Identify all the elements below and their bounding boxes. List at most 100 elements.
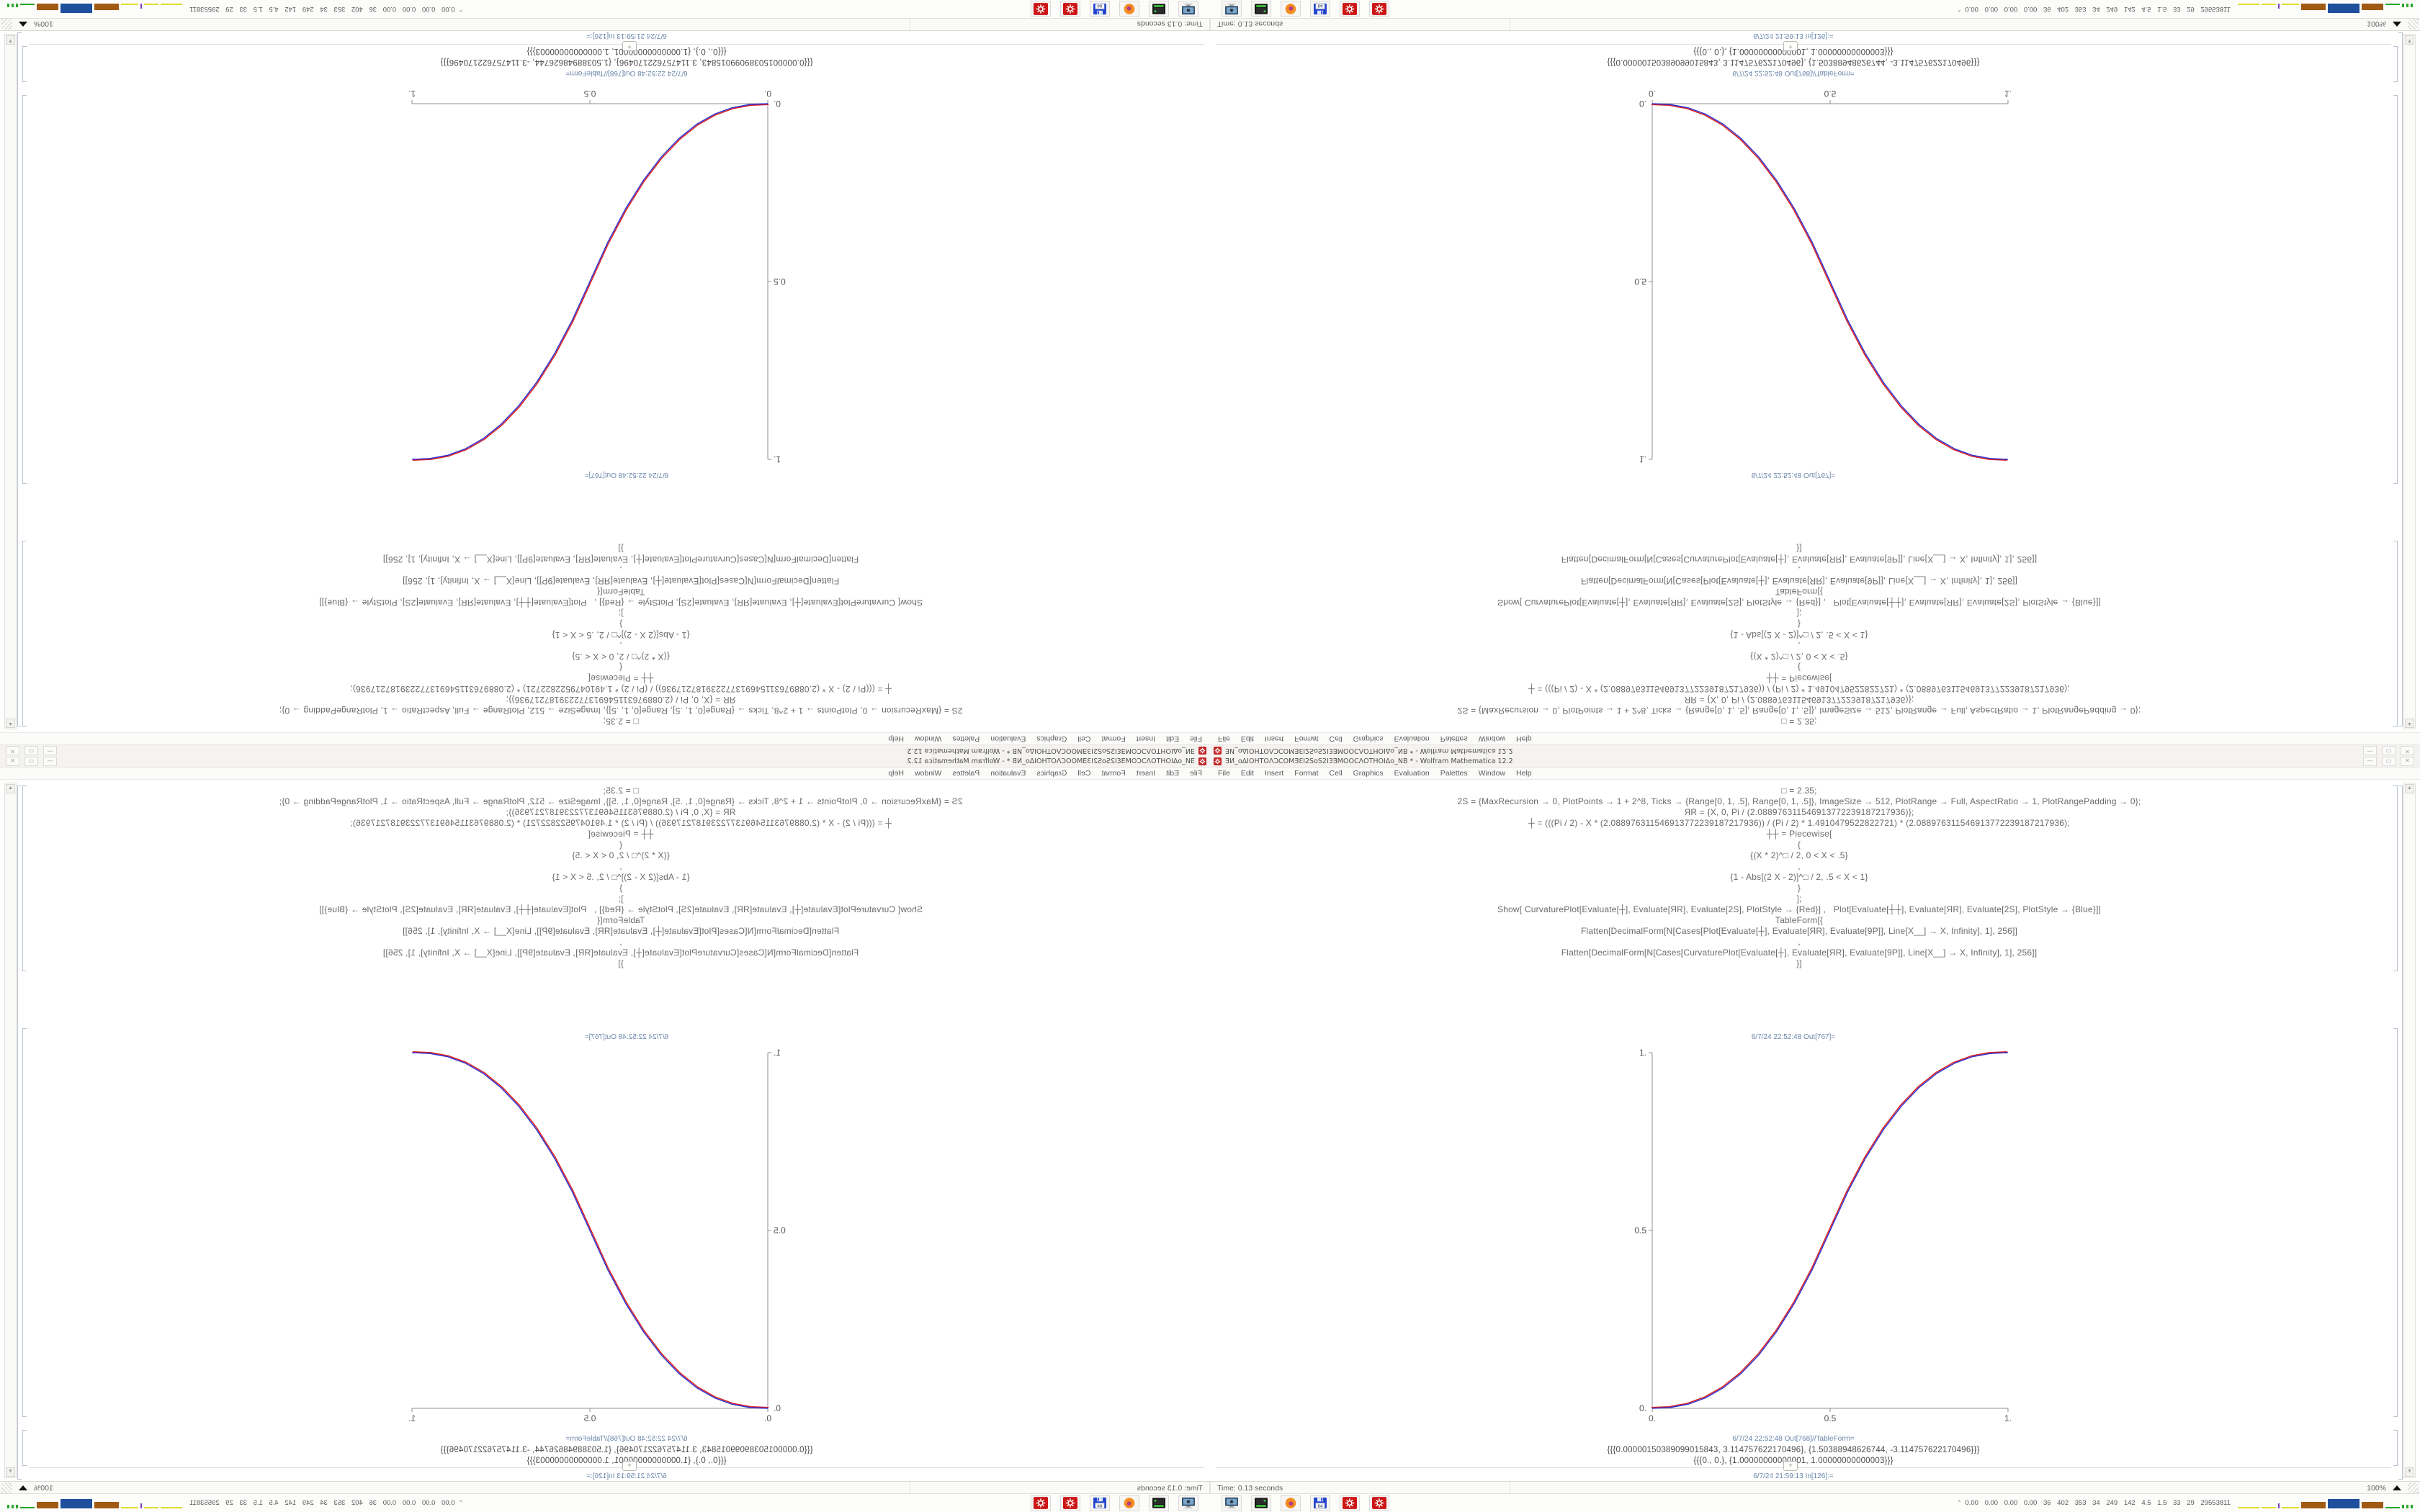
minimize-button[interactable]: — bbox=[2363, 757, 2377, 766]
screen-capture-icon[interactable] bbox=[1222, 1495, 1242, 1511]
close-button[interactable]: ✕ bbox=[2401, 757, 2414, 766]
resize-grip[interactable] bbox=[2408, 19, 2419, 30]
magnification-menu-icon[interactable] bbox=[19, 22, 27, 27]
menu-palettes[interactable]: Palettes bbox=[952, 769, 980, 778]
input-cell-bracket[interactable] bbox=[2393, 786, 2398, 971]
scroll-up-arrow-icon[interactable]: ▲ bbox=[6, 784, 15, 793]
plot-cell-bracket[interactable] bbox=[2393, 95, 2398, 484]
menu-cell[interactable]: Cell bbox=[1077, 769, 1091, 778]
vertical-scrollbar[interactable]: ▲ ▼ bbox=[4, 34, 17, 729]
floppy-64-icon[interactable]: 64 bbox=[1090, 1, 1110, 17]
input-cell-code[interactable]: □ = 2.35; 2S = {MaxRecursion → 0, PlotPoi… bbox=[32, 543, 1210, 726]
input-cell-code[interactable]: □ = 2.35; 2S = {MaxRecursion → 0, PlotPoi… bbox=[1210, 786, 2388, 969]
screen-capture-icon[interactable] bbox=[1178, 1495, 1198, 1511]
tray-collapse-icon[interactable]: ˆˆ bbox=[1958, 1499, 1960, 1507]
magnification-menu-icon[interactable] bbox=[2393, 22, 2401, 27]
input-cell-code[interactable]: □ = 2.35; 2S = {MaxRecursion → 0, PlotPoi… bbox=[1210, 543, 2388, 726]
firefox-icon[interactable] bbox=[1119, 1, 1139, 17]
mathematica-taskbar-icon-2[interactable] bbox=[1369, 1, 1389, 17]
menu-graphics[interactable]: Graphics bbox=[1036, 734, 1067, 743]
magnification-menu-icon[interactable] bbox=[19, 1485, 27, 1490]
table-cell-bracket[interactable] bbox=[2393, 1430, 2398, 1466]
insert-cell-plus-button[interactable]: + bbox=[622, 1461, 637, 1471]
screen-capture-icon[interactable] bbox=[1222, 1, 1242, 17]
input-cell-bracket[interactable] bbox=[22, 786, 27, 971]
minimize-button[interactable]: — bbox=[43, 757, 57, 766]
menu-insert[interactable]: Insert bbox=[1265, 769, 1284, 778]
floppy-64-icon[interactable]: 64 bbox=[1310, 1495, 1330, 1511]
mathematica-taskbar-icon-2[interactable] bbox=[1369, 1495, 1389, 1511]
table-cell-bracket[interactable] bbox=[2393, 46, 2398, 82]
menu-edit[interactable]: Edit bbox=[1240, 734, 1255, 743]
scroll-up-arrow-icon[interactable]: ▲ bbox=[2405, 784, 2414, 793]
window-title-bar[interactable]: ƎИ_ᴏΔIOHTOɅƆCOMƎƐI2SᴏS2I3ƎMOOCɅOTHOIΔᴏ_N… bbox=[1210, 744, 2420, 756]
menu-window[interactable]: Window bbox=[1478, 769, 1506, 778]
cell-insert-line[interactable] bbox=[29, 44, 1204, 45]
menu-evaluation[interactable]: Evaluation bbox=[1394, 734, 1430, 743]
cell-insert-line[interactable] bbox=[29, 1467, 1204, 1468]
menu-insert[interactable]: Insert bbox=[1265, 734, 1284, 743]
menu-insert[interactable]: Insert bbox=[1136, 769, 1155, 778]
close-button[interactable]: ✕ bbox=[6, 746, 19, 755]
notebook-area[interactable]: □ = 2.35; 2S = {MaxRecursion → 0, PlotPoi… bbox=[1210, 31, 2420, 732]
window-title-bar[interactable]: ƎИ_ᴏΔIOHTOɅƆCOMƎƐI2SᴏS2I3ƎMOOCɅOTHOIΔᴏ_N… bbox=[1210, 756, 2420, 768]
menu-format[interactable]: Format bbox=[1101, 769, 1126, 778]
maximize-button[interactable]: ▭ bbox=[24, 757, 38, 766]
firefox-icon[interactable] bbox=[1119, 1495, 1139, 1511]
menu-file[interactable]: File bbox=[1190, 769, 1202, 778]
mathematica-taskbar-icon[interactable] bbox=[1340, 1495, 1360, 1511]
firefox-icon[interactable] bbox=[1281, 1, 1301, 17]
disk-drive-icon[interactable] bbox=[1251, 1495, 1271, 1511]
menu-cell[interactable]: Cell bbox=[1329, 734, 1343, 743]
magnification-value[interactable]: 100% bbox=[34, 1483, 53, 1493]
minimize-button[interactable]: — bbox=[2363, 746, 2377, 755]
scroll-up-arrow-icon[interactable]: ▲ bbox=[6, 719, 15, 728]
menu-palettes[interactable]: Palettes bbox=[1440, 769, 1468, 778]
vertical-scrollbar[interactable]: ▲ ▼ bbox=[4, 783, 17, 1478]
cell-group-bracket[interactable] bbox=[17, 786, 22, 1480]
maximize-button[interactable]: ▭ bbox=[24, 746, 38, 755]
plot-cell-bracket[interactable] bbox=[2393, 1028, 2398, 1417]
cell-group-bracket[interactable] bbox=[2398, 32, 2403, 726]
menu-help[interactable]: Help bbox=[1516, 769, 1532, 778]
menu-window[interactable]: Window bbox=[914, 734, 942, 743]
disk-drive-icon[interactable] bbox=[1251, 1, 1271, 17]
mathematica-taskbar-icon[interactable] bbox=[1340, 1, 1360, 17]
table-cell-bracket[interactable] bbox=[22, 46, 27, 82]
menu-help[interactable]: Help bbox=[888, 769, 904, 778]
maximize-button[interactable]: ▭ bbox=[2382, 746, 2396, 755]
notebook-area[interactable]: □ = 2.35; 2S = {MaxRecursion → 0, PlotPoi… bbox=[1210, 780, 2420, 1481]
notebook-area[interactable]: □ = 2.35; 2S = {MaxRecursion → 0, PlotPoi… bbox=[0, 780, 1210, 1481]
menu-file[interactable]: File bbox=[1218, 769, 1230, 778]
vertical-scrollbar[interactable]: ▲ ▼ bbox=[2403, 783, 2416, 1478]
menu-help[interactable]: Help bbox=[1516, 734, 1532, 743]
mathematica-taskbar-icon[interactable] bbox=[1060, 1, 1080, 17]
screen-capture-icon[interactable] bbox=[1178, 1, 1198, 17]
menu-graphics[interactable]: Graphics bbox=[1353, 734, 1384, 743]
menu-graphics[interactable]: Graphics bbox=[1036, 769, 1067, 778]
resize-grip[interactable] bbox=[1, 19, 12, 30]
menu-edit[interactable]: Edit bbox=[1165, 734, 1180, 743]
menu-evaluation[interactable]: Evaluation bbox=[990, 769, 1026, 778]
maximize-button[interactable]: ▭ bbox=[2382, 757, 2396, 766]
floppy-64-icon[interactable]: 64 bbox=[1090, 1495, 1110, 1511]
minimize-button[interactable]: — bbox=[43, 746, 57, 755]
tray-collapse-icon[interactable]: ˆˆ bbox=[1958, 5, 1960, 13]
disk-drive-icon[interactable] bbox=[1149, 1495, 1169, 1511]
scroll-down-arrow-icon[interactable]: ▼ bbox=[6, 1467, 15, 1477]
menu-palettes[interactable]: Palettes bbox=[952, 734, 980, 743]
menu-format[interactable]: Format bbox=[1294, 769, 1319, 778]
input-cell-code[interactable]: □ = 2.35; 2S = {MaxRecursion → 0, PlotPoi… bbox=[32, 786, 1210, 969]
close-button[interactable]: ✕ bbox=[2401, 746, 2414, 755]
menu-evaluation[interactable]: Evaluation bbox=[1394, 769, 1430, 778]
resize-grip[interactable] bbox=[1, 1482, 12, 1493]
insert-cell-plus-button[interactable]: + bbox=[1783, 1461, 1798, 1471]
tray-collapse-icon[interactable]: ˆˆ bbox=[460, 5, 462, 13]
magnification-value[interactable]: 100% bbox=[2367, 1483, 2386, 1493]
menu-graphics[interactable]: Graphics bbox=[1353, 769, 1384, 778]
menu-edit[interactable]: Edit bbox=[1165, 769, 1180, 778]
menu-file[interactable]: File bbox=[1218, 734, 1230, 743]
vertical-scrollbar[interactable]: ▲ ▼ bbox=[2403, 34, 2416, 729]
input-cell-bracket[interactable] bbox=[22, 541, 27, 726]
close-button[interactable]: ✕ bbox=[6, 757, 19, 766]
